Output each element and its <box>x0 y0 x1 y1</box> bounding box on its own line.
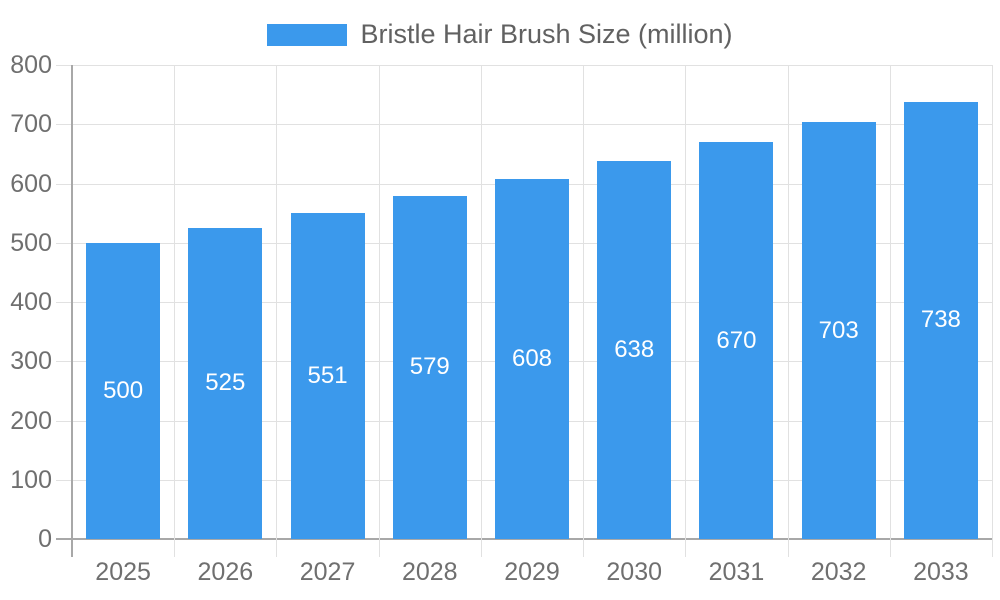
bar-value-label: 500 <box>103 376 144 404</box>
x-axis-tick-label: 2033 <box>913 558 969 586</box>
bar[interactable] <box>495 178 569 539</box>
legend-label: Bristle Hair Brush Size (million) <box>360 19 733 49</box>
x-axis-line <box>56 538 992 540</box>
y-axis-tick-label: 300 <box>10 347 52 376</box>
v-gridline <box>378 65 380 557</box>
x-axis-tick-label: 2028 <box>401 558 458 586</box>
bar[interactable] <box>597 160 672 539</box>
bar-value-label: 525 <box>205 369 246 397</box>
h-gridline <box>56 124 992 126</box>
bar[interactable] <box>290 212 365 539</box>
v-gridline <box>787 65 789 557</box>
bar-value-label: 608 <box>511 344 553 372</box>
v-gridline <box>992 65 993 557</box>
y-axis-tick-label: 0 <box>38 525 52 553</box>
legend[interactable]: Bristle Hair Brush Size (million) <box>0 19 1000 50</box>
y-axis-line <box>71 65 73 557</box>
bar-value-label: 579 <box>409 353 450 381</box>
y-axis-tick-label: 600 <box>10 169 52 198</box>
x-axis-tick-label: 2025 <box>95 558 151 586</box>
y-axis-tick-label: 500 <box>10 228 52 257</box>
bar-value-label: 703 <box>818 316 859 344</box>
bar[interactable] <box>903 101 978 539</box>
v-gridline <box>276 65 278 557</box>
v-gridline <box>174 65 176 557</box>
y-axis-tick-label: 100 <box>10 465 52 494</box>
bar-value-label: 738 <box>920 306 961 334</box>
bar-value-label: 670 <box>716 326 757 354</box>
y-axis-tick-label: 700 <box>10 110 52 139</box>
v-gridline <box>685 65 687 557</box>
v-gridline <box>583 65 585 557</box>
x-axis-tick-label: 2027 <box>299 558 356 586</box>
bar-value-label: 638 <box>614 335 655 363</box>
y-axis-tick-label: 400 <box>10 288 52 316</box>
h-gridline <box>56 65 992 66</box>
x-axis-tick-label: 2032 <box>810 558 867 586</box>
bar[interactable] <box>801 122 876 539</box>
y-axis-tick-label: 200 <box>10 406 52 435</box>
bar[interactable] <box>188 227 263 539</box>
bar[interactable] <box>699 142 774 539</box>
legend-swatch <box>267 23 348 46</box>
x-axis-tick-label: 2031 <box>708 558 765 586</box>
v-gridline <box>889 65 891 557</box>
x-axis-tick-label: 2029 <box>504 558 560 586</box>
bar-value-label: 551 <box>307 361 348 389</box>
x-axis-tick-label: 2030 <box>606 558 663 586</box>
y-axis-tick-label: 800 <box>10 51 52 79</box>
bar[interactable] <box>392 195 467 539</box>
x-axis-tick-label: 2026 <box>197 558 254 586</box>
v-gridline <box>480 65 482 557</box>
bar[interactable] <box>86 242 161 539</box>
